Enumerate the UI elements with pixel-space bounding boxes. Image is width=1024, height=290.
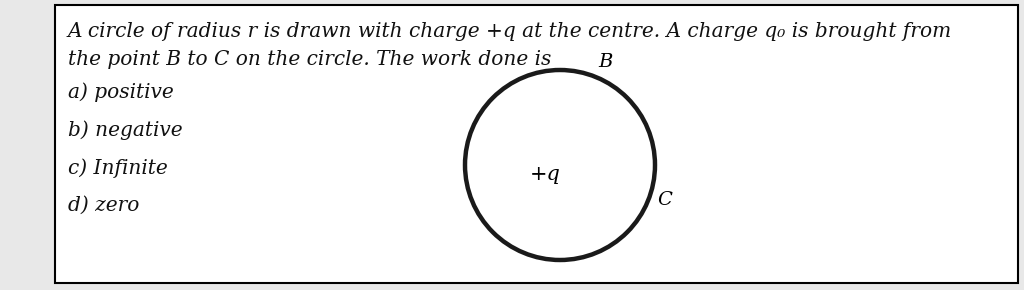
Text: C: C: [657, 191, 672, 209]
Circle shape: [465, 70, 655, 260]
Text: b) negative: b) negative: [68, 120, 182, 140]
Text: A circle of radius r is drawn with charge +q at the centre. A charge q₀ is broug: A circle of radius r is drawn with charg…: [68, 22, 952, 41]
Text: d) zero: d) zero: [68, 196, 139, 215]
Text: the point B to C on the circle. The work done is: the point B to C on the circle. The work…: [68, 50, 551, 69]
Text: a) positive: a) positive: [68, 82, 174, 102]
Text: c) Infinite: c) Infinite: [68, 158, 168, 178]
Text: B: B: [599, 53, 613, 71]
Text: +q: +q: [529, 166, 560, 184]
